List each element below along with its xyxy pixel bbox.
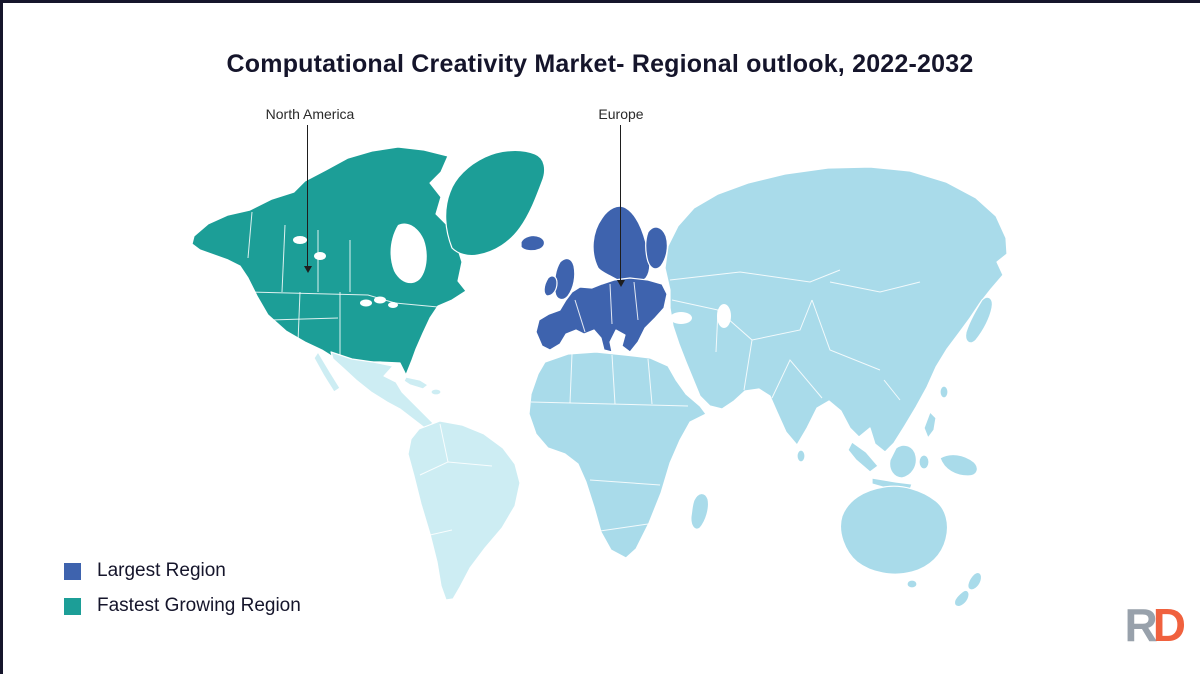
sa-borders [447, 461, 493, 467]
sumatra [847, 441, 879, 473]
new-guinea [939, 453, 978, 477]
north-america-pointer-arrow [304, 266, 312, 273]
na-borders [249, 291, 439, 308]
asia-region [664, 166, 1008, 453]
largest-region-swatch [64, 562, 81, 580]
ireland-region [543, 275, 558, 297]
legend: Largest Region Fastest Growing Region [64, 560, 301, 617]
canada-lake [314, 252, 326, 260]
europe-pointer-line [620, 125, 621, 281]
sulawesi [918, 454, 930, 470]
asia-borders [829, 281, 921, 293]
africa-borders [589, 479, 661, 486]
sri-lanka [796, 449, 806, 463]
south-america [407, 420, 521, 601]
mexico-central-america [330, 351, 434, 430]
philippines [923, 411, 937, 439]
brand-logo: RD [1125, 602, 1186, 648]
europe-borders [574, 299, 586, 333]
greenland-region [445, 149, 546, 257]
north-america-pointer-line [307, 125, 308, 267]
africa-borders [530, 401, 689, 407]
page-title: Computational Creativity Market- Regiona… [226, 50, 974, 78]
japan [965, 296, 993, 344]
caspian-sea [717, 304, 731, 328]
fastest-region-label: Fastest Growing Region [97, 595, 301, 616]
tasmania [906, 579, 918, 589]
europe-pointer-arrow [617, 280, 625, 287]
madagascar [690, 492, 710, 530]
europe-borders [633, 281, 639, 321]
logo-letter-r: R [1124, 599, 1158, 651]
canada-lake [293, 236, 307, 244]
new-zealand-north [967, 571, 983, 591]
na-borders [281, 224, 286, 293]
fastest-region-swatch [64, 597, 81, 615]
north-america-region [191, 146, 467, 376]
taiwan [939, 385, 949, 399]
asia-borders [771, 359, 823, 399]
na-borders [297, 291, 301, 343]
borneo [889, 444, 917, 479]
hudson-bay [390, 223, 427, 284]
asia-borders [811, 299, 881, 371]
finland-region [645, 226, 668, 270]
africa-borders [611, 354, 616, 405]
largest-region-label: Largest Region [97, 560, 226, 581]
scandinavia-region [592, 205, 651, 284]
black-sea [670, 312, 692, 324]
africa-region [528, 351, 707, 559]
na-borders [269, 317, 339, 321]
na-borders [247, 211, 253, 259]
europe-borders [609, 283, 613, 325]
logo-letter-d: D [1152, 599, 1186, 651]
iceland-region [520, 235, 546, 252]
australia-region [839, 485, 949, 575]
sa-borders [429, 529, 453, 536]
asia-borders [751, 299, 813, 341]
hispaniola [430, 388, 442, 396]
europe-mainland-region [535, 277, 668, 353]
great-lake [374, 296, 386, 304]
north-america-label: North America [265, 106, 355, 122]
cuba [403, 376, 429, 390]
africa-borders [647, 358, 653, 405]
africa-borders [569, 353, 573, 404]
legend-item-fastest: Fastest Growing Region [64, 595, 301, 617]
asia-borders [883, 379, 901, 401]
legend-item-largest: Largest Region [64, 560, 301, 582]
africa-borders [599, 523, 649, 532]
new-zealand-south [953, 589, 970, 608]
europe-label: Europe [598, 106, 644, 122]
baja-california [313, 351, 341, 393]
great-lake [360, 299, 372, 307]
asia-borders [669, 269, 841, 283]
